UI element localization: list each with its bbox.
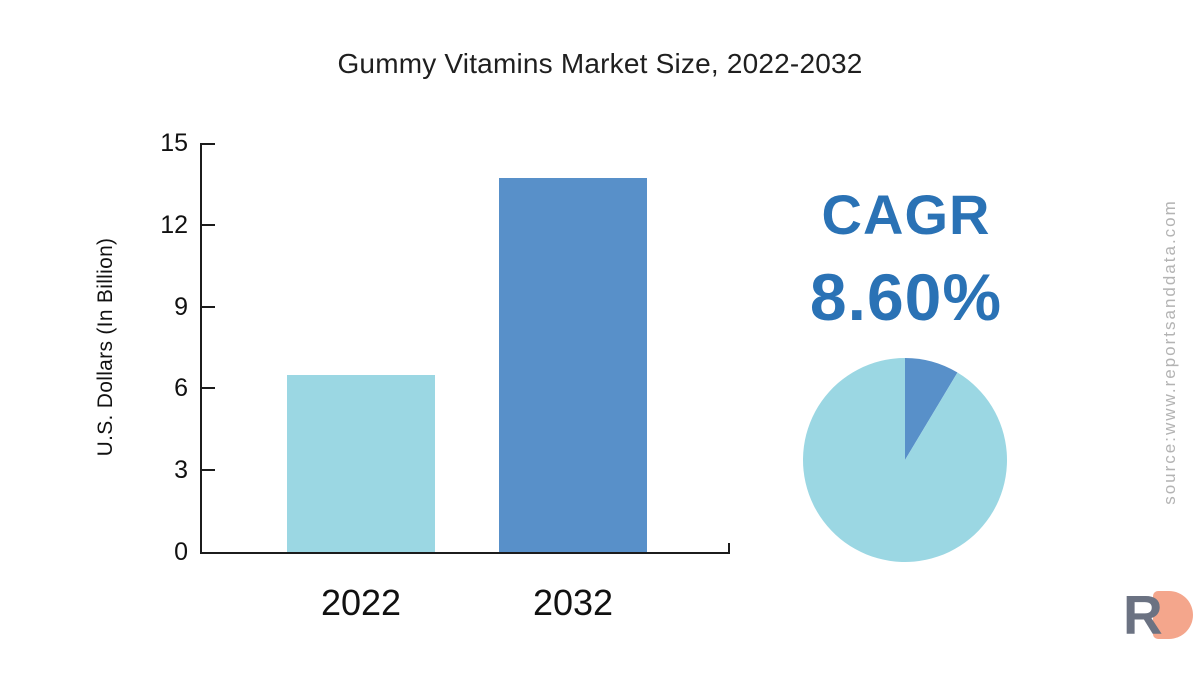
y-axis-tick [202, 305, 215, 308]
y-axis-tick [202, 223, 215, 226]
y-tick-label: 6 [174, 374, 188, 403]
cagr-value: 8.60% [809, 260, 1003, 334]
chart-title: Gummy Vitamins Market Size, 2022-2032 [337, 48, 863, 79]
y-axis-tick [202, 143, 215, 145]
y-tick-label: 0 [174, 538, 188, 566]
reports-and-data-logo: R [1123, 584, 1193, 646]
cagr-pie-chart [803, 358, 1007, 562]
logo-letter-r: R [1123, 584, 1163, 646]
y-axis-tick [202, 469, 215, 472]
y-tick-label: 3 [174, 456, 188, 485]
bar-2032 [499, 178, 647, 552]
bar-plot: 0 3 6 9 12 15 2022 2032 [160, 129, 730, 622]
bar-2022 [287, 374, 435, 552]
y-axis-tick [202, 387, 215, 390]
x-category-label: 2022 [320, 582, 402, 623]
cagr-annotation: CAGR 8.60% [809, 183, 1003, 334]
source-note: source:www.reportsanddata.com [1160, 199, 1179, 505]
logo-letter-d-shape [1153, 591, 1193, 639]
x-axis-end-tick [728, 543, 730, 552]
cagr-label: CAGR [821, 183, 991, 246]
pie-slice-cagr-share [905, 358, 958, 460]
y-axis-label: U.S. Dollars (In Billion) [94, 237, 117, 457]
pie-slice-remainder [803, 358, 1007, 562]
x-category-label: 2032 [532, 582, 614, 623]
y-tick-label: 9 [174, 292, 188, 321]
y-tick-label: 15 [160, 129, 188, 157]
y-tick-label: 12 [160, 210, 188, 239]
